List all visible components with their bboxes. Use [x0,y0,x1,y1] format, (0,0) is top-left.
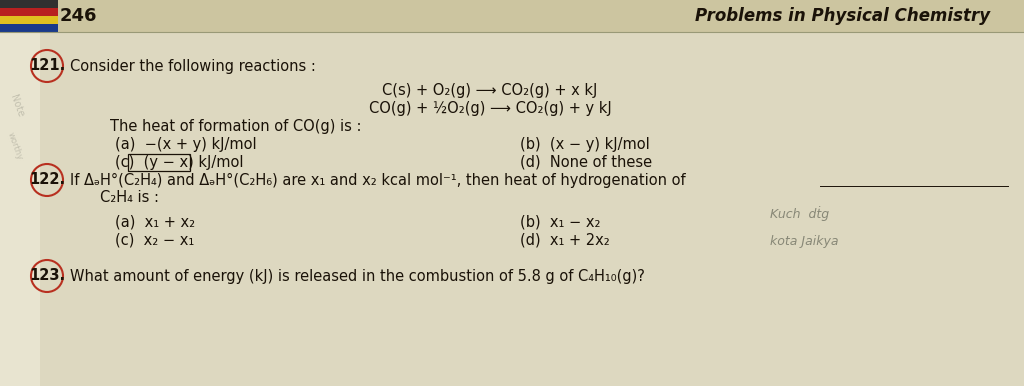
Text: 122.: 122. [29,173,66,188]
Bar [128,154,190,171]
Text: worthy: worthy [6,131,25,161]
Bar [0,8,58,16]
Text: (d)  None of these: (d) None of these [520,154,652,169]
Bar [0,0,1024,32]
Text: C₂H₄ is :: C₂H₄ is : [100,191,159,205]
Text: Problems in Physical Chemistry: Problems in Physical Chemistry [695,7,990,25]
Text: (c)  x₂ − x₁: (c) x₂ − x₁ [115,232,195,247]
Text: (d)  x₁ + 2x₂: (d) x₁ + 2x₂ [520,232,609,247]
Bar [0,16,58,24]
Text: 123.: 123. [29,269,66,283]
Bar [0,24,58,32]
Text: C(s) + O₂(g) ⟶ CO₂(g) + x kJ: C(s) + O₂(g) ⟶ CO₂(g) + x kJ [382,83,598,98]
Text: The heat of formation of CO(g) is :: The heat of formation of CO(g) is : [110,119,361,134]
Text: (a)  x₁ + x₂: (a) x₁ + x₂ [115,215,196,230]
Text: (c)  (y − x) kJ/mol: (c) (y − x) kJ/mol [115,154,244,169]
Text: Consider the following reactions :: Consider the following reactions : [70,59,315,73]
Text: kota Jaikya: kota Jaikya [770,235,839,249]
Text: Note: Note [8,93,26,119]
Text: If ΔₔH°(C₂H₄) and ΔₔH°(C₂H₆) are x₁ and x₂ kcal mol⁻¹, then heat of hydrogenatio: If ΔₔH°(C₂H₄) and ΔₔH°(C₂H₆) are x₁ and … [70,173,686,188]
Bar [0,0,58,8]
Text: 121.: 121. [29,59,66,73]
Text: What amount of energy (kJ) is released in the combustion of 5.8 g of C₄H₁₀(g)?: What amount of energy (kJ) is released i… [70,269,645,283]
Text: (b)  x₁ − x₂: (b) x₁ − x₂ [520,215,600,230]
Text: 246: 246 [60,7,97,25]
Text: Kuch  dṫg: Kuch dṫg [770,207,829,222]
Text: (b)  (x − y) kJ/mol: (b) (x − y) kJ/mol [520,137,650,151]
Bar [0,32,40,386]
Text: (a)  −(x + y) kJ/mol: (a) −(x + y) kJ/mol [115,137,257,151]
Text: CO(g) + ½O₂(g) ⟶ CO₂(g) + y kJ: CO(g) + ½O₂(g) ⟶ CO₂(g) + y kJ [369,100,611,115]
